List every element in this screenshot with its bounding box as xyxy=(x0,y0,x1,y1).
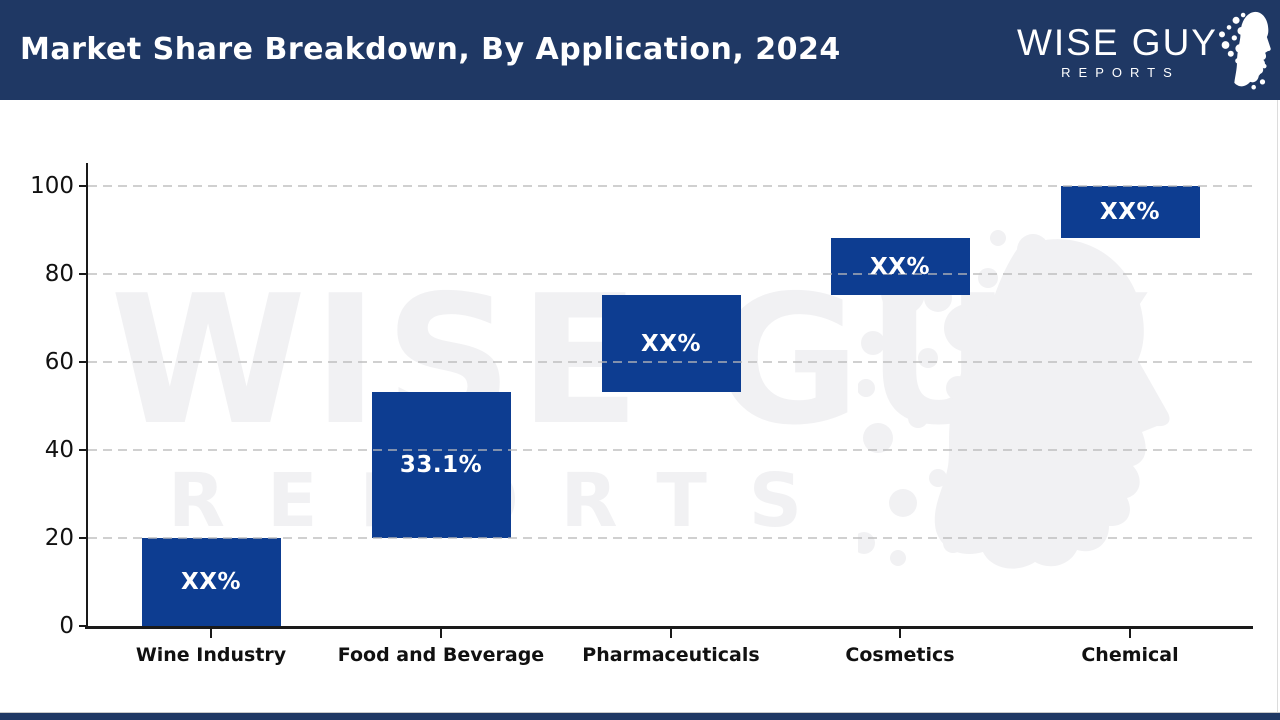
y-tick-80 xyxy=(79,273,88,275)
x-tick-wine-industry xyxy=(210,629,212,638)
x-category-label-wine-industry: Wine Industry xyxy=(135,644,287,666)
y-tick-label-20: 20 xyxy=(44,525,74,551)
y-tick-label-0: 0 xyxy=(59,613,74,639)
y-tick-20 xyxy=(79,537,88,539)
footer-bar xyxy=(0,712,1280,720)
y-tick-40 xyxy=(79,449,88,451)
bar-chemical xyxy=(1060,186,1200,238)
brand-logo: WISE GUY REPORTS xyxy=(1017,6,1274,98)
y-tick-0 xyxy=(79,625,88,627)
logo-text: WISE GUY REPORTS xyxy=(1017,24,1218,80)
bar-food-and-beverage xyxy=(371,392,511,538)
y-axis-spine xyxy=(86,163,88,629)
x-category-label-chemical: Chemical xyxy=(1081,644,1179,666)
x-category-label-cosmetics: Cosmetics xyxy=(845,644,955,666)
gridline-40 xyxy=(88,449,1253,451)
y-tick-label-100: 100 xyxy=(30,173,74,199)
page-title: Market Share Breakdown, By Application, … xyxy=(20,32,841,67)
bar-label-food-and-beverage: 33.1% xyxy=(399,452,483,479)
x-tick-chemical xyxy=(1129,629,1131,638)
bar-label-pharmaceuticals: XX% xyxy=(640,330,701,357)
bar-label-cosmetics: XX% xyxy=(869,253,930,280)
bar-label-wine-industry: XX% xyxy=(180,569,241,595)
logo-brand-label: WISE GUY xyxy=(1016,22,1218,63)
logo-sub-label: REPORTS xyxy=(1061,65,1180,80)
chart-right-border xyxy=(1277,100,1278,713)
gridline-20 xyxy=(88,537,1253,539)
y-tick-100 xyxy=(79,185,88,187)
bar-cosmetics xyxy=(830,237,970,296)
bar-label-chemical: XX% xyxy=(1099,198,1160,225)
logo-face-icon xyxy=(1219,11,1271,90)
gridline-100 xyxy=(88,185,1253,187)
watermark-face-icon xyxy=(858,230,1170,569)
x-category-label-pharmaceuticals: Pharmaceuticals xyxy=(582,644,760,666)
gridline-60 xyxy=(88,361,1253,363)
y-tick-label-60: 60 xyxy=(44,349,74,375)
x-tick-cosmetics xyxy=(899,629,901,638)
bar-wine-industry xyxy=(141,538,281,626)
y-tick-60 xyxy=(79,361,88,363)
bar-pharmaceuticals xyxy=(601,295,741,393)
y-tick-label-40: 40 xyxy=(44,437,74,463)
y-tick-label-80: 80 xyxy=(44,261,74,287)
gridline-80 xyxy=(88,273,1253,275)
x-tick-food-and-beverage xyxy=(440,629,442,638)
x-axis-spine xyxy=(85,626,1253,629)
x-category-label-food-and-beverage: Food and Beverage xyxy=(337,644,545,666)
x-tick-pharmaceuticals xyxy=(670,629,672,638)
header-bar: Market Share Breakdown, By Application, … xyxy=(0,0,1280,100)
